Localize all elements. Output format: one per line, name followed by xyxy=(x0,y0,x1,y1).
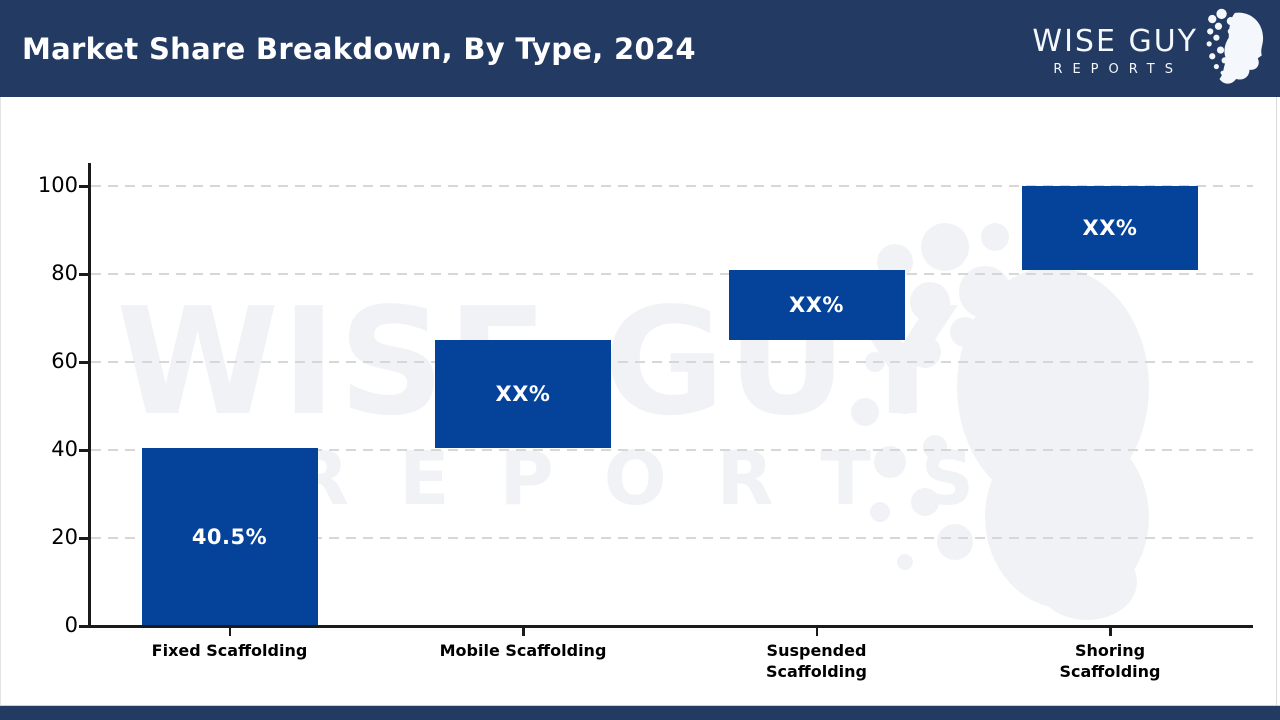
x-tick-mark-suspended-scaffolding xyxy=(815,627,818,636)
gridline-20 xyxy=(91,537,1253,539)
x-tick-label-shoring-scaffolding: Shoring Scaffolding xyxy=(1059,641,1161,682)
y-tick-mark-100 xyxy=(79,185,88,188)
right-border xyxy=(1275,97,1277,706)
y-tick-label-80: 80 xyxy=(51,261,78,285)
y-tick-mark-40 xyxy=(79,449,88,452)
bar-label-mobile-scaffolding: XX% xyxy=(495,381,551,406)
y-axis xyxy=(88,163,91,628)
brand-subname: REPORTS xyxy=(1053,62,1184,77)
bar-shoring-scaffolding: XX% xyxy=(1022,186,1198,270)
brand-name: WISE GUY xyxy=(1032,24,1198,59)
y-tick-label-100: 100 xyxy=(37,173,78,197)
left-border xyxy=(0,97,1,706)
head-dots-icon xyxy=(1206,8,1264,84)
y-tick-label-60: 60 xyxy=(51,349,78,373)
y-tick-label-0: 0 xyxy=(64,613,78,637)
gridline-100 xyxy=(91,185,1253,187)
x-tick-mark-fixed-scaffolding xyxy=(228,627,231,636)
gridline-60 xyxy=(91,361,1253,363)
x-tick-label-suspended-scaffolding: Suspended Scaffolding xyxy=(765,641,868,682)
bar-label-fixed-scaffolding: 40.5% xyxy=(191,524,268,549)
brand-logo: WISE GUY REPORTS xyxy=(1002,4,1270,94)
gridline-40 xyxy=(91,449,1253,451)
page-title: Market Share Breakdown, By Type, 2024 xyxy=(22,32,696,66)
bar-mobile-scaffolding: XX% xyxy=(435,340,611,448)
bar-suspended-scaffolding: XX% xyxy=(728,269,905,340)
bar-label-suspended-scaffolding: XX% xyxy=(789,292,844,317)
y-tick-label-40: 40 xyxy=(51,437,78,461)
x-tick-label-fixed-scaffolding: Fixed Scaffolding xyxy=(151,641,308,660)
bar-label-shoring-scaffolding: XX% xyxy=(1082,215,1138,240)
x-tick-mark-mobile-scaffolding xyxy=(522,627,525,636)
brand-text: WISE GUY REPORTS xyxy=(1032,24,1198,77)
gridline-80 xyxy=(91,273,1253,275)
bar-fixed-scaffolding: 40.5% xyxy=(141,447,318,626)
y-tick-mark-60 xyxy=(79,361,88,364)
head-dots-watermark-icon xyxy=(851,223,1149,620)
y-tick-mark-20 xyxy=(79,537,88,540)
y-tick-mark-0 xyxy=(79,625,88,628)
y-tick-mark-80 xyxy=(79,273,88,276)
y-tick-label-20: 20 xyxy=(51,525,78,549)
x-tick-mark-shoring-scaffolding xyxy=(1109,627,1112,636)
x-tick-label-mobile-scaffolding: Mobile Scaffolding xyxy=(439,641,607,660)
x-axis xyxy=(88,625,1253,628)
footer-bar xyxy=(0,705,1280,720)
header-bar: Market Share Breakdown, By Type, 2024 WI… xyxy=(0,0,1280,97)
